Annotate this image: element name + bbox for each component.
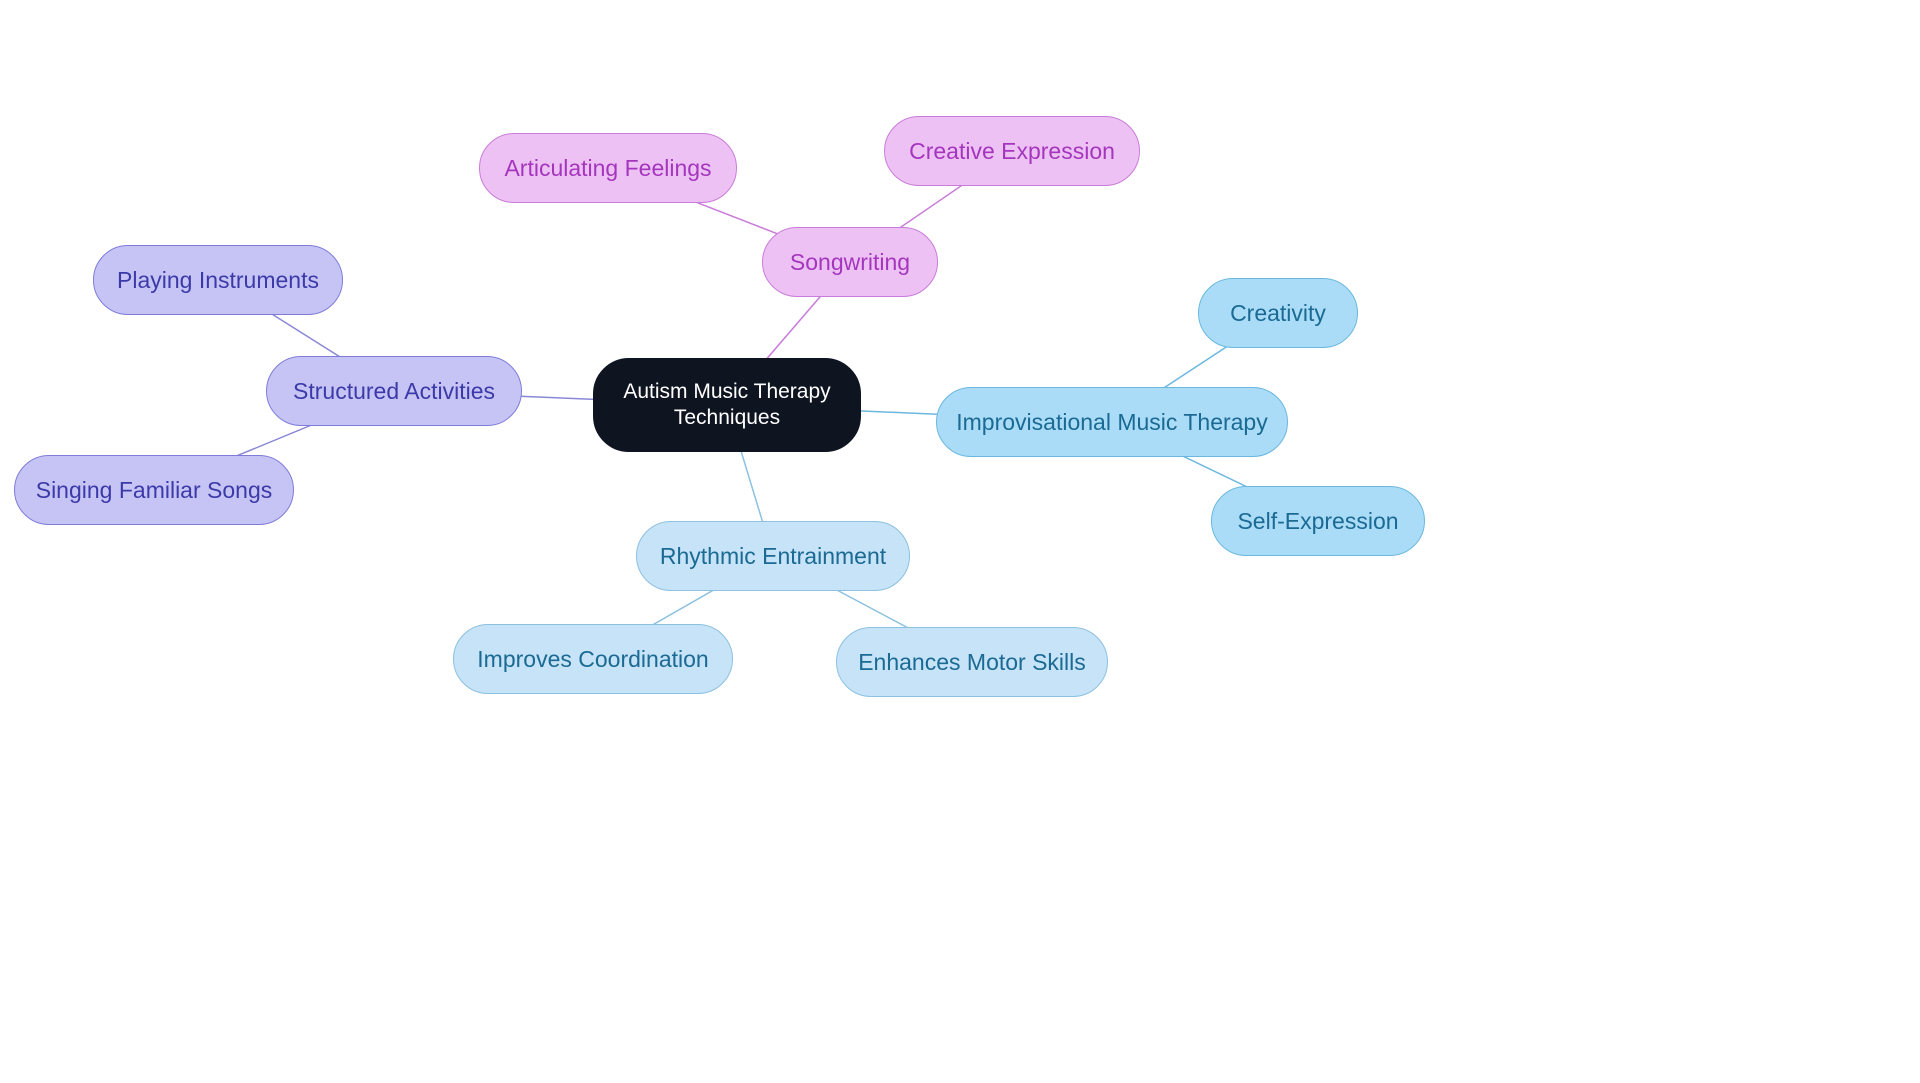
node-motor[interactable]: Enhances Motor Skills: [836, 627, 1108, 697]
node-label: Articulating Feelings: [504, 154, 711, 183]
node-label: Self-Expression: [1237, 507, 1398, 536]
node-label: Improvisational Music Therapy: [956, 408, 1267, 437]
node-label: Songwriting: [790, 248, 910, 277]
node-label: Creativity: [1230, 299, 1326, 328]
node-label: Enhances Motor Skills: [858, 648, 1086, 677]
node-label: Playing Instruments: [117, 266, 319, 295]
node-self_expr[interactable]: Self-Expression: [1211, 486, 1425, 556]
node-label: Rhythmic Entrainment: [660, 542, 886, 571]
node-coordination[interactable]: Improves Coordination: [453, 624, 733, 694]
node-songwriting[interactable]: Songwriting: [762, 227, 938, 297]
node-label: Creative Expression: [909, 137, 1115, 166]
node-label: Improves Coordination: [477, 645, 708, 674]
node-rhythmic[interactable]: Rhythmic Entrainment: [636, 521, 910, 591]
node-singing[interactable]: Singing Familiar Songs: [14, 455, 294, 525]
node-root[interactable]: Autism Music Therapy Techniques: [593, 358, 861, 452]
mindmap-canvas: Autism Music Therapy Techniques Structure…: [0, 0, 1920, 1083]
node-improv[interactable]: Improvisational Music Therapy: [936, 387, 1288, 457]
node-label: Structured Activities: [293, 377, 495, 406]
node-label: Autism Music Therapy Techniques: [623, 379, 830, 432]
node-label: Singing Familiar Songs: [36, 476, 273, 505]
node-playing[interactable]: Playing Instruments: [93, 245, 343, 315]
node-articulating[interactable]: Articulating Feelings: [479, 133, 737, 203]
node-creativity[interactable]: Creativity: [1198, 278, 1358, 348]
node-creative_expr[interactable]: Creative Expression: [884, 116, 1140, 186]
node-structured[interactable]: Structured Activities: [266, 356, 522, 426]
